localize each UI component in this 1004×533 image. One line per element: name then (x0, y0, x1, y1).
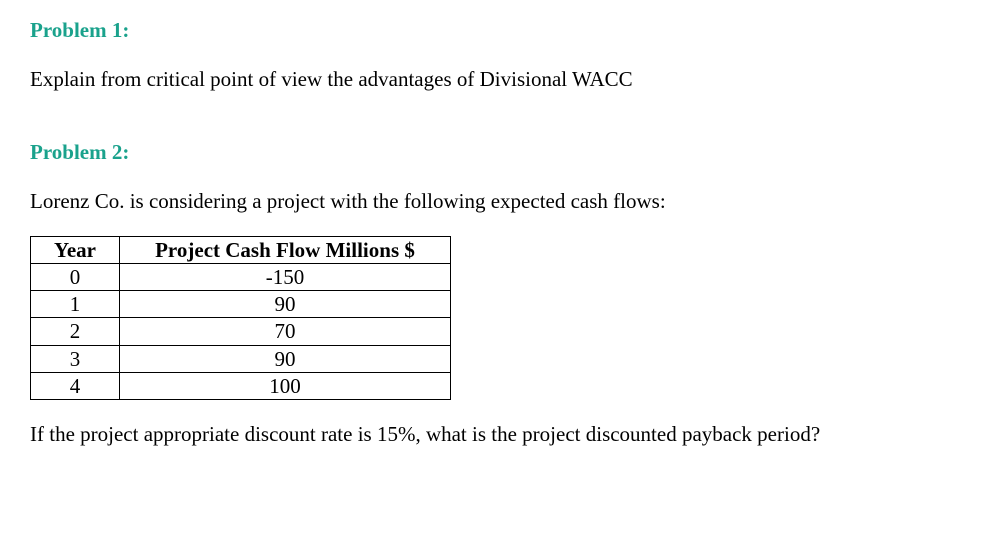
problem1-text: Explain from critical point of view the … (30, 67, 974, 92)
table-row: 1 90 (31, 291, 451, 318)
cell-cashflow: 90 (120, 291, 451, 318)
cell-year: 1 (31, 291, 120, 318)
table-row: 4 100 (31, 372, 451, 399)
problem2-intro: Lorenz Co. is considering a project with… (30, 189, 974, 214)
cashflow-table: Year Project Cash Flow Millions $ 0 -150… (30, 236, 451, 400)
table-row: 3 90 (31, 345, 451, 372)
cell-year: 4 (31, 372, 120, 399)
problem2-heading: Problem 2: (30, 140, 974, 165)
table-header-cashflow: Project Cash Flow Millions $ (120, 237, 451, 264)
cell-cashflow: 100 (120, 372, 451, 399)
cell-cashflow: 70 (120, 318, 451, 345)
document-page: Problem 1: Explain from critical point o… (0, 0, 1004, 447)
table-header-year: Year (31, 237, 120, 264)
cell-cashflow: 90 (120, 345, 451, 372)
cell-year: 0 (31, 264, 120, 291)
cell-cashflow: -150 (120, 264, 451, 291)
cell-year: 3 (31, 345, 120, 372)
table-row: 0 -150 (31, 264, 451, 291)
problem2-question: If the project appropriate discount rate… (30, 422, 974, 447)
table-header-row: Year Project Cash Flow Millions $ (31, 237, 451, 264)
cell-year: 2 (31, 318, 120, 345)
table-row: 2 70 (31, 318, 451, 345)
problem1-heading: Problem 1: (30, 18, 974, 43)
